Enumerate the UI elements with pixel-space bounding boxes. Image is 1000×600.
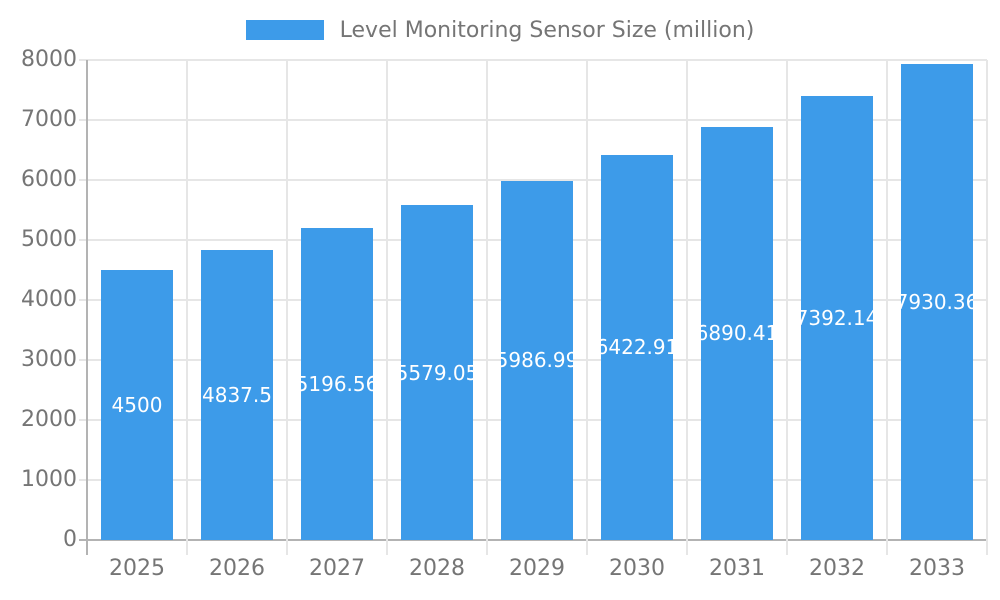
y-axis-line — [86, 60, 88, 555]
gridline-vertical — [486, 60, 488, 555]
y-axis-tick — [79, 419, 87, 421]
gridline-vertical — [286, 60, 288, 555]
plot-area: 4500 4837.5 5196.56 5579.05 5986.99 6422.91 68… — [79, 59, 988, 555]
y-axis-tick-label: 5000 — [21, 227, 77, 252]
bar-value-label: 7930.36 — [901, 290, 973, 315]
gridline-vertical — [786, 60, 788, 555]
y-axis-tick-label: 3000 — [21, 347, 77, 372]
bar-2032[interactable]: 7392.14 — [801, 96, 873, 540]
y-axis-tick — [79, 539, 87, 541]
y-axis-tick-label: 8000 — [21, 47, 77, 72]
y-axis-tick — [79, 119, 87, 121]
bar-value-label: 4837.5 — [202, 382, 272, 407]
x-axis-tick-label: 2032 — [809, 556, 865, 581]
bar-2026[interactable]: 4837.5 — [201, 249, 273, 540]
y-axis-tick-label: 1000 — [21, 467, 77, 492]
y-axis-tick-label: 2000 — [21, 407, 77, 432]
gridline-horizontal — [87, 179, 987, 181]
gridline-vertical — [686, 60, 688, 555]
bar-2033[interactable]: 7930.36 — [901, 64, 973, 540]
y-axis-tick — [79, 359, 87, 361]
y-axis-tick — [79, 59, 87, 61]
y-axis-tick-label: 0 — [63, 527, 77, 552]
x-axis-tick-label: 2027 — [309, 556, 365, 581]
bar-2029[interactable]: 5986.99 — [501, 180, 573, 540]
x-axis-tick-label: 2029 — [509, 556, 565, 581]
gridline-vertical — [186, 60, 188, 555]
gridline-vertical — [386, 60, 388, 555]
x-axis-tick-label: 2028 — [409, 556, 465, 581]
bar-value-label: 7392.14 — [801, 306, 873, 331]
gridline-horizontal — [87, 119, 987, 121]
bar-2031[interactable]: 6890.41 — [701, 126, 773, 540]
bar-value-label: 5196.56 — [301, 372, 373, 397]
bar-value-label: 5986.99 — [501, 348, 573, 373]
bar-2025[interactable]: 4500 — [101, 270, 173, 540]
y-axis-tick — [79, 479, 87, 481]
y-axis-tick-label: 6000 — [21, 167, 77, 192]
bar-value-label: 4500 — [111, 393, 163, 417]
x-axis-tick-label: 2026 — [209, 556, 265, 581]
gridline-vertical — [586, 60, 588, 555]
y-axis-tick-label: 4000 — [21, 287, 77, 312]
legend[interactable]: Level Monitoring Sensor Size (million) — [0, 16, 1000, 44]
legend-label: Level Monitoring Sensor Size (million) — [339, 17, 755, 43]
y-axis-tick-label: 7000 — [21, 107, 77, 132]
x-axis-baseline — [87, 539, 987, 541]
bar-2027[interactable]: 5196.56 — [301, 228, 373, 540]
y-axis-tick — [79, 239, 87, 241]
x-axis-tick-label: 2031 — [709, 556, 765, 581]
bar-2030[interactable]: 6422.91 — [601, 154, 673, 540]
gridline-vertical — [986, 60, 988, 555]
gridline-horizontal — [87, 59, 987, 61]
gridline-vertical — [886, 60, 888, 555]
bar-value-label: 5579.05 — [401, 360, 473, 385]
y-axis-tick — [79, 179, 87, 181]
bar-value-label: 6422.91 — [601, 335, 673, 360]
bar-value-label: 6890.41 — [701, 321, 773, 346]
bar-2028[interactable]: 5579.05 — [401, 205, 473, 540]
x-axis-tick-label: 2025 — [109, 556, 165, 581]
x-axis-tick-label: 2033 — [909, 556, 965, 581]
y-axis-tick — [79, 299, 87, 301]
x-axis-tick-label: 2030 — [609, 556, 665, 581]
legend-swatch — [245, 20, 324, 40]
